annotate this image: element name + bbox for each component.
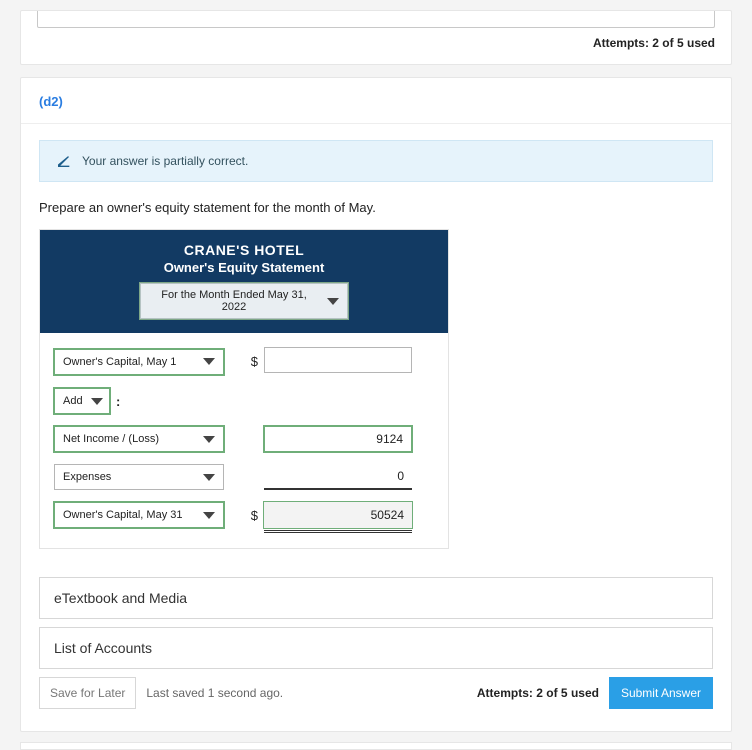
statement-row: Owner's Capital, May 31 $ 50524 <box>54 502 434 528</box>
dropdown-label: Add <box>63 395 83 407</box>
row5-value-input[interactable]: 50524 <box>264 502 412 528</box>
statement-row: Add : <box>54 388 434 414</box>
chevron-down-icon <box>203 436 215 443</box>
row2-dropdown[interactable]: Add <box>54 388 110 414</box>
attempts-text-top: Attempts: 2 of 5 used <box>37 36 715 50</box>
chevron-down-icon <box>327 298 339 305</box>
colon: : <box>116 394 120 409</box>
list-of-accounts-bar[interactable]: List of Accounts <box>39 627 713 669</box>
statement-header: CRANE'S HOTEL Owner's Equity Statement F… <box>40 230 448 333</box>
dropdown-label: Net Income / (Loss) <box>63 433 159 445</box>
chevron-down-icon <box>91 398 103 405</box>
previous-part-card: Attempts: 2 of 5 used <box>20 10 732 65</box>
chevron-down-icon <box>203 358 215 365</box>
dollar-sign: $ <box>244 508 264 523</box>
row3-dropdown[interactable]: Net Income / (Loss) <box>54 426 224 452</box>
statement-body: Owner's Capital, May 1 $ Add <box>40 333 448 548</box>
dollar-sign: $ <box>244 354 264 369</box>
statement-row: Net Income / (Loss) 9124 <box>54 426 434 452</box>
save-for-later-button[interactable]: Save for Later <box>39 677 136 709</box>
next-card-sliver <box>20 742 732 750</box>
last-saved-text: Last saved 1 second ago. <box>146 686 283 700</box>
period-select-label: For the Month Ended May 31, 2022 <box>149 289 319 313</box>
cut-off-bar <box>37 11 715 28</box>
row1-value-input[interactable] <box>264 347 412 373</box>
submit-answer-button[interactable]: Submit Answer <box>609 677 713 709</box>
row5-dropdown[interactable]: Owner's Capital, May 31 <box>54 502 224 528</box>
row4-value-input[interactable]: 0 <box>264 464 412 490</box>
period-select[interactable]: For the Month Ended May 31, 2022 <box>140 283 348 319</box>
attempts-text-bottom: Attempts: 2 of 5 used <box>477 686 599 700</box>
question-card: (d2) Your answer is partially correct. P… <box>20 77 732 732</box>
company-name: CRANE'S HOTEL <box>50 242 438 258</box>
equity-statement: CRANE'S HOTEL Owner's Equity Statement F… <box>39 229 449 549</box>
chevron-down-icon <box>203 512 215 519</box>
statement-row: Owner's Capital, May 1 $ <box>54 347 434 376</box>
dropdown-label: Expenses <box>63 471 111 483</box>
footer-row: Save for Later Last saved 1 second ago. … <box>39 677 713 709</box>
dropdown-label: Owner's Capital, May 31 <box>63 509 182 521</box>
partial-correct-icon <box>56 153 72 169</box>
row1-dropdown[interactable]: Owner's Capital, May 1 <box>54 349 224 375</box>
question-prompt: Prepare an owner's equity statement for … <box>39 200 713 215</box>
feedback-banner: Your answer is partially correct. <box>39 140 713 182</box>
feedback-text: Your answer is partially correct. <box>82 154 248 168</box>
etextbook-bar[interactable]: eTextbook and Media <box>39 577 713 619</box>
part-label: (d2) <box>21 78 731 123</box>
statement-row: Expenses 0 <box>54 464 434 490</box>
row3-value-input[interactable]: 9124 <box>264 426 412 452</box>
chevron-down-icon <box>203 474 215 481</box>
statement-title: Owner's Equity Statement <box>50 260 438 275</box>
dropdown-label: Owner's Capital, May 1 <box>63 356 176 368</box>
row4-dropdown[interactable]: Expenses <box>54 464 224 490</box>
